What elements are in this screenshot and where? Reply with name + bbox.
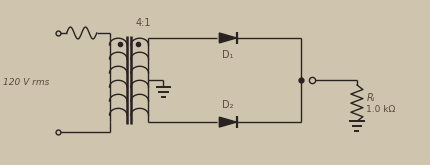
Polygon shape: [219, 33, 237, 43]
Text: D₂: D₂: [222, 99, 233, 110]
Text: D₁: D₁: [222, 50, 233, 61]
Text: 4:1: 4:1: [135, 18, 151, 28]
Polygon shape: [219, 117, 237, 127]
Text: 120 V rms: 120 V rms: [3, 78, 50, 87]
Text: Rₗ: Rₗ: [366, 93, 375, 103]
Text: 1.0 kΩ: 1.0 kΩ: [366, 105, 396, 114]
